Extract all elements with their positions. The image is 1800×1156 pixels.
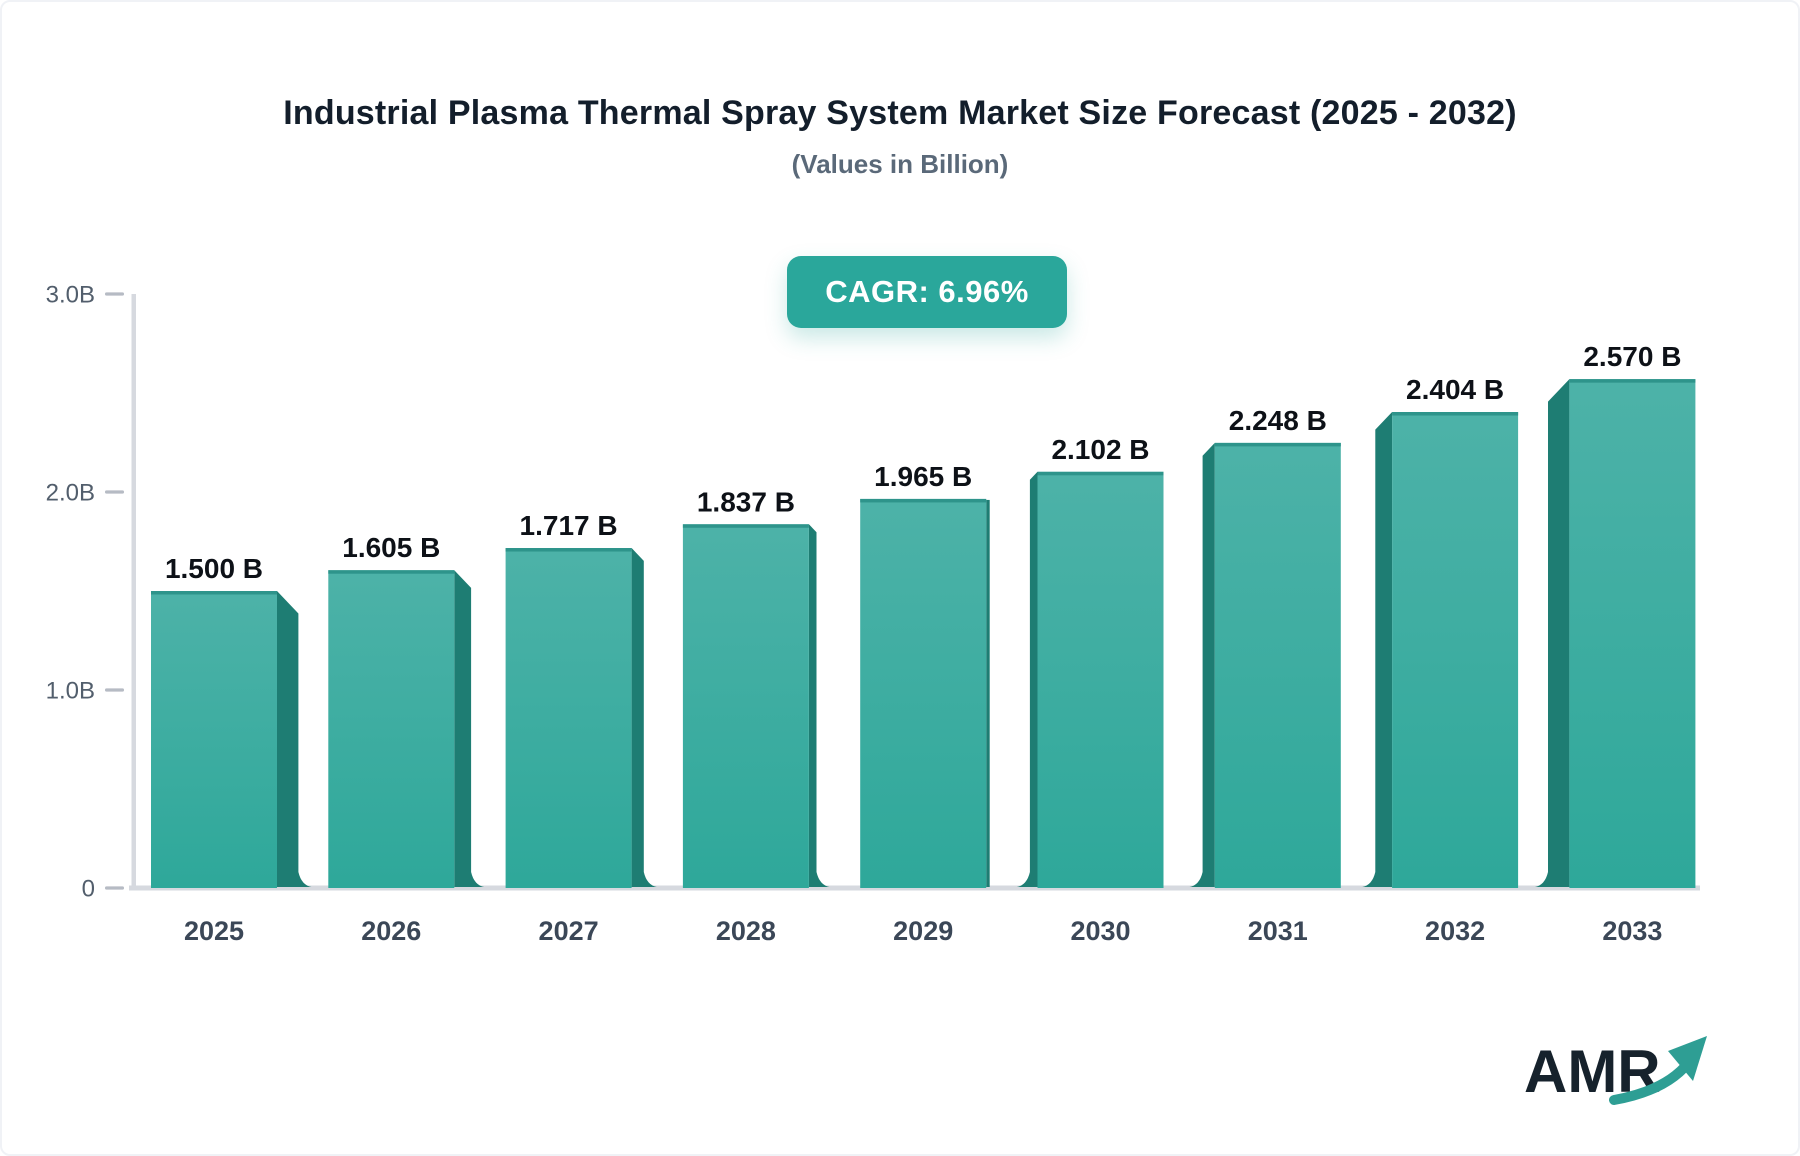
bar-top-edge — [1214, 442, 1341, 447]
x-category-label: 2033 — [1602, 916, 1662, 946]
chart-title: Industrial Plasma Thermal Spray System M… — [283, 94, 1517, 132]
bar-side-face — [1535, 379, 1570, 887]
x-category-label: 2027 — [539, 916, 599, 946]
y-axis-line — [131, 294, 136, 888]
y-tick — [105, 292, 124, 296]
bar-2033 — [1569, 379, 1696, 888]
bar-top-edge — [860, 498, 987, 503]
bar-2031 — [1214, 442, 1341, 888]
bar-top-edge — [682, 524, 809, 528]
bar-side-face — [986, 499, 990, 887]
bar-2030 — [1037, 471, 1164, 888]
x-category-label: 2029 — [893, 916, 953, 946]
y-tick — [105, 688, 124, 692]
x-category-label: 2031 — [1248, 916, 1308, 946]
amr-logo: AMR — [1524, 1036, 1707, 1105]
bar-2027 — [505, 548, 632, 888]
bar-value-label: 1.965 B — [874, 461, 972, 492]
bar-value-label: 1.605 B — [342, 532, 440, 563]
bar-value-label: 2.570 B — [1583, 341, 1681, 372]
bar-value-label: 1.717 B — [520, 510, 618, 541]
x-category-label: 2028 — [716, 916, 776, 946]
chart-subtitle: (Values in Billion) — [791, 149, 1009, 179]
bar-side-face — [808, 524, 830, 887]
y-tick-label: 1.0B — [46, 678, 95, 705]
bar-top-edge — [328, 570, 455, 574]
y-tick-label: 2.0B — [46, 480, 95, 507]
x-category-label: 2026 — [361, 916, 421, 946]
x-category-label: 2025 — [184, 916, 244, 946]
y-tick — [105, 886, 124, 890]
bar-value-label: 1.837 B — [697, 486, 795, 517]
bar-2032 — [1392, 412, 1519, 888]
bar-value-label: 1.500 B — [165, 553, 263, 584]
bar-side-face — [1189, 442, 1215, 887]
bar-2025 — [151, 591, 277, 888]
bar-top-edge — [1037, 471, 1164, 476]
bar-side-face — [454, 570, 485, 887]
bar-top-edge — [1569, 379, 1696, 383]
bar-side-face — [1016, 471, 1038, 887]
bar-top-edge — [505, 548, 632, 552]
bar-value-label: 2.404 B — [1406, 374, 1504, 405]
y-tick-label: 0 — [82, 876, 95, 903]
bar-2026 — [328, 570, 455, 888]
bar-value-label: 2.248 B — [1229, 405, 1327, 436]
bar-side-face — [631, 548, 657, 887]
y-tick-label: 3.0B — [46, 282, 95, 309]
x-category-label: 2032 — [1425, 916, 1485, 946]
bar-top-edge — [1392, 412, 1519, 416]
bar-side-face — [277, 591, 312, 887]
x-category-label: 2030 — [1070, 916, 1130, 946]
y-tick — [105, 490, 124, 494]
bar-2028 — [682, 524, 809, 888]
bar-2029 — [860, 498, 987, 888]
cagr-badge: CAGR: 6.96% — [787, 256, 1067, 328]
bar-side-face — [1362, 412, 1393, 887]
bar-value-label: 2.102 B — [1051, 434, 1149, 465]
bar-top-edge — [151, 591, 277, 595]
amr-logo-arrowhead-icon — [1668, 1036, 1707, 1081]
